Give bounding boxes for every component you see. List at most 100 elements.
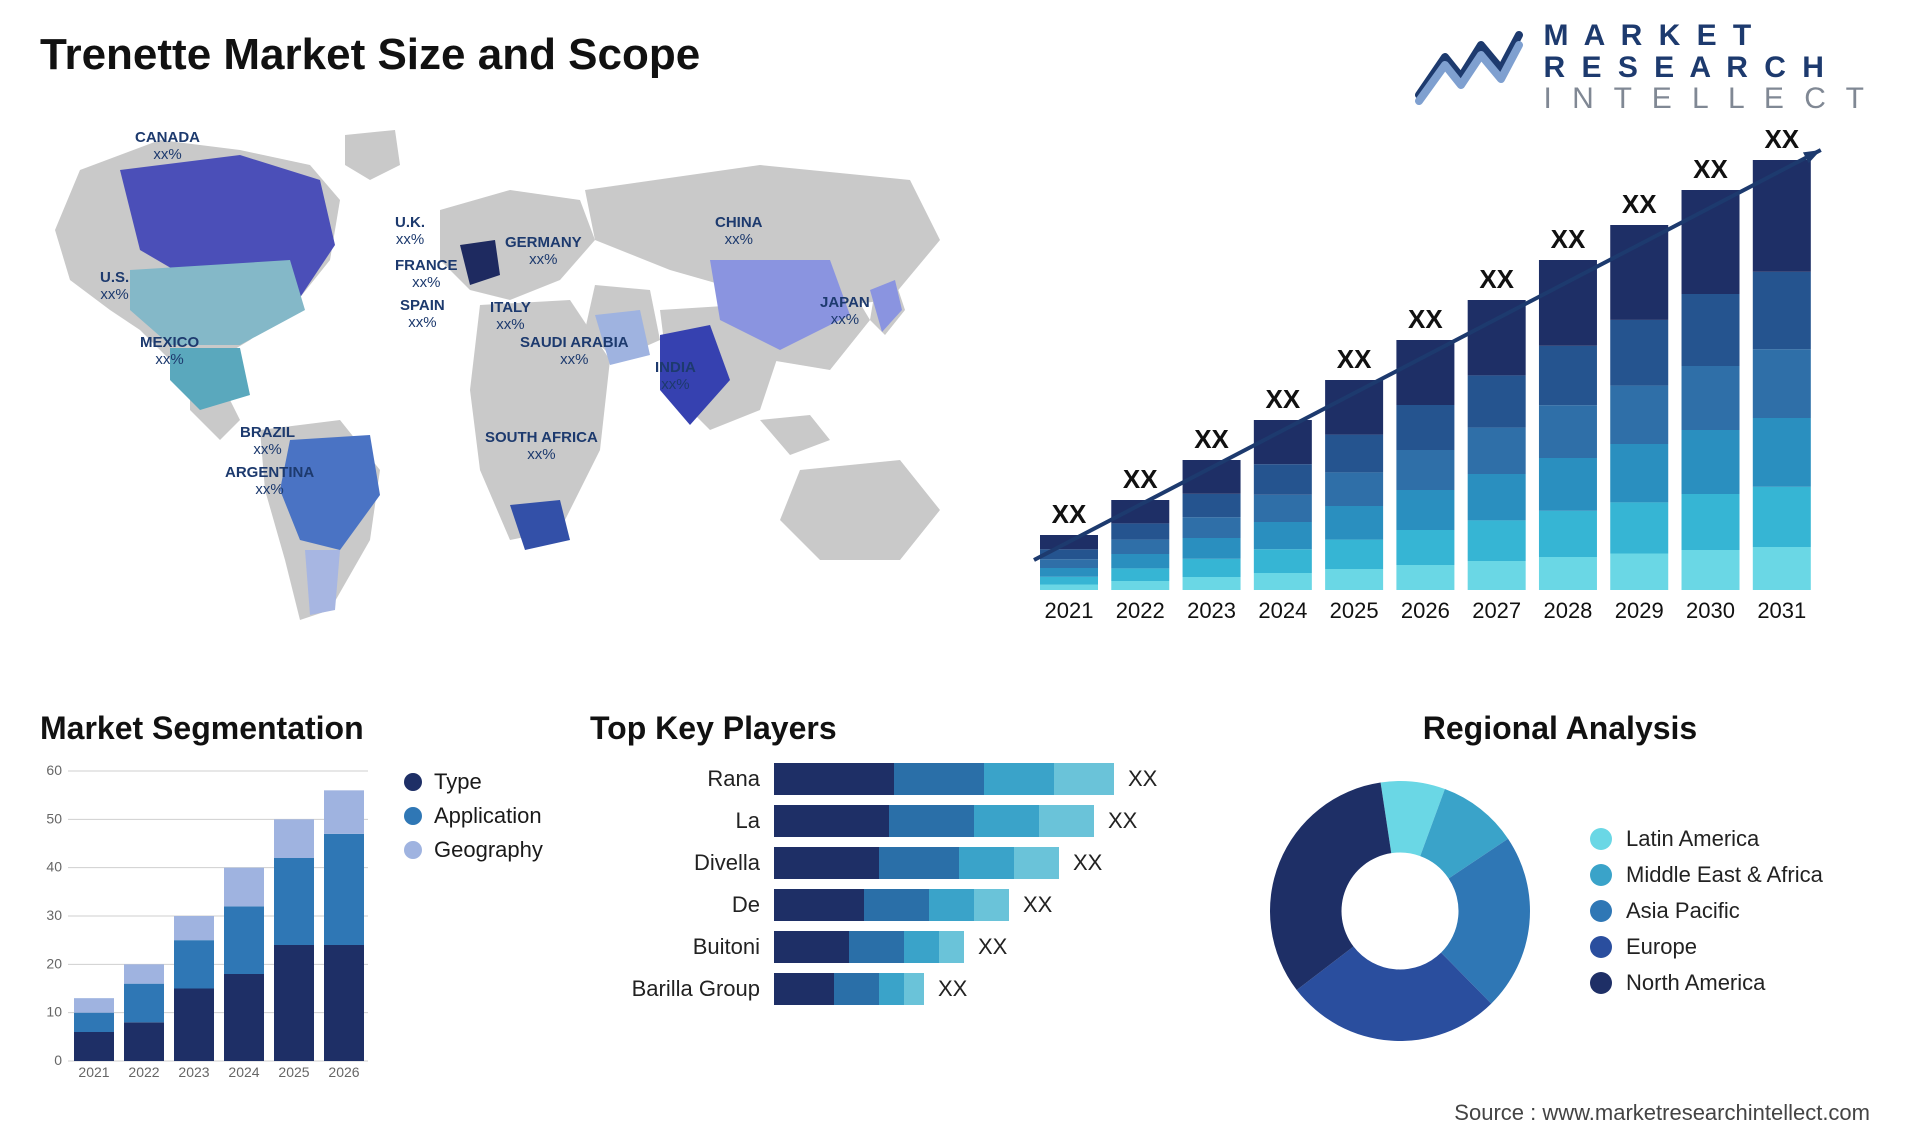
- map-label: CANADAxx%: [135, 130, 200, 163]
- key-player-row: De XX: [590, 887, 1210, 923]
- key-player-bar: [774, 847, 1059, 879]
- svg-text:XX: XX: [1408, 304, 1443, 334]
- regional-legend-item: Europe: [1590, 934, 1823, 960]
- svg-text:2031: 2031: [1757, 598, 1806, 623]
- regional-legend-item: Latin America: [1590, 826, 1823, 852]
- key-player-row: Barilla Group XX: [590, 971, 1210, 1007]
- key-player-bar: [774, 805, 1094, 837]
- regional-legend-item: Asia Pacific: [1590, 898, 1823, 924]
- svg-text:2024: 2024: [228, 1064, 259, 1080]
- logo-line2: R E S E A R C H: [1543, 52, 1870, 84]
- key-player-value: XX: [1023, 892, 1052, 918]
- svg-text:XX: XX: [1622, 189, 1657, 219]
- svg-text:XX: XX: [1693, 154, 1728, 184]
- segmentation-legend: Type Application Geography: [404, 761, 543, 1081]
- svg-text:XX: XX: [1123, 464, 1158, 494]
- key-player-row: Buitoni XX: [590, 929, 1210, 965]
- svg-text:40: 40: [46, 859, 62, 875]
- growth-bar-chart: XXXXXXXXXXXXXXXXXXXXXX202120222023202420…: [1010, 110, 1830, 630]
- svg-text:2023: 2023: [1187, 598, 1236, 623]
- svg-text:XX: XX: [1265, 384, 1300, 414]
- svg-text:20: 20: [46, 955, 62, 971]
- segmentation-legend-item: Geography: [404, 837, 543, 863]
- svg-text:30: 30: [46, 907, 62, 923]
- world-map-icon: [40, 110, 970, 630]
- key-player-row: Divella XX: [590, 845, 1210, 881]
- key-player-value: XX: [978, 934, 1007, 960]
- svg-text:2022: 2022: [128, 1064, 159, 1080]
- map-label: ITALYxx%: [490, 300, 531, 333]
- map-label: SPAINxx%: [400, 298, 445, 331]
- world-map-panel: CANADAxx% U.S.xx% MEXICOxx% BRAZILxx% ARGENT…: [40, 110, 970, 650]
- segmentation-title: Market Segmentation: [40, 710, 560, 747]
- regional-title: Regional Analysis: [1240, 710, 1880, 747]
- svg-text:XX: XX: [1194, 424, 1229, 454]
- key-player-bar: [774, 973, 924, 1005]
- regional-legend: Latin America Middle East & Africa Asia Pa…: [1590, 816, 1823, 1006]
- svg-text:10: 10: [46, 1004, 62, 1020]
- key-players-panel: Top Key Players RanaXXLaXXDivellaXXDeXXB…: [590, 710, 1210, 1081]
- map-label: SAUDI ARABIAxx%: [520, 335, 629, 368]
- key-player-value: XX: [1073, 850, 1102, 876]
- svg-text:2026: 2026: [328, 1064, 359, 1080]
- svg-text:2024: 2024: [1258, 598, 1307, 623]
- top-row: CANADAxx% U.S.xx% MEXICOxx% BRAZILxx% ARGENT…: [40, 110, 1880, 650]
- svg-text:2027: 2027: [1472, 598, 1521, 623]
- svg-text:2025: 2025: [278, 1064, 309, 1080]
- regional-legend-item: Middle East & Africa: [1590, 862, 1823, 888]
- svg-text:XX: XX: [1764, 124, 1799, 154]
- key-player-bar: [774, 889, 1009, 921]
- svg-text:2028: 2028: [1543, 598, 1592, 623]
- key-player-name: Divella: [590, 850, 774, 876]
- svg-text:2026: 2026: [1401, 598, 1450, 623]
- svg-text:2025: 2025: [1330, 598, 1379, 623]
- brand-logo: M A R K E T R E S E A R C H I N T E L L …: [1415, 20, 1870, 115]
- page-root: Trenette Market Size and Scope M A R K E…: [0, 0, 1920, 1146]
- svg-text:60: 60: [46, 762, 62, 778]
- map-label: JAPANxx%: [820, 295, 870, 328]
- map-label: BRAZILxx%: [240, 425, 295, 458]
- key-players-body: RanaXXLaXXDivellaXXDeXXBuitoniXXBarilla …: [590, 761, 1210, 1007]
- svg-text:2021: 2021: [78, 1064, 109, 1080]
- svg-text:2023: 2023: [178, 1064, 209, 1080]
- key-player-bar: [774, 931, 964, 963]
- growth-chart-panel: XXXXXXXXXXXXXXXXXXXXXX202120222023202420…: [1010, 110, 1880, 650]
- map-label: GERMANYxx%: [505, 235, 582, 268]
- key-player-row: Rana XX: [590, 761, 1210, 797]
- svg-text:XX: XX: [1052, 499, 1087, 529]
- segmentation-panel: Market Segmentation 0 10 20 30 40 50 60 2021 202…: [40, 710, 560, 1081]
- segmentation-legend-item: Application: [404, 803, 543, 829]
- regional-legend-item: North America: [1590, 970, 1823, 996]
- key-player-value: XX: [938, 976, 967, 1002]
- map-label: U.K.xx%: [395, 215, 425, 248]
- map-label: CHINAxx%: [715, 215, 763, 248]
- map-label: FRANCExx%: [395, 258, 458, 291]
- svg-text:50: 50: [46, 810, 62, 826]
- key-player-row: La XX: [590, 803, 1210, 839]
- svg-text:XX: XX: [1479, 264, 1514, 294]
- key-player-name: Rana: [590, 766, 774, 792]
- key-player-name: Barilla Group: [590, 976, 774, 1002]
- key-player-name: Buitoni: [590, 934, 774, 960]
- logo-mark-icon: [1415, 27, 1525, 107]
- svg-text:0: 0: [54, 1052, 62, 1068]
- map-label: U.S.xx%: [100, 270, 129, 303]
- key-player-name: La: [590, 808, 774, 834]
- map-label: INDIAxx%: [655, 360, 696, 393]
- logo-line1: M A R K E T: [1543, 20, 1870, 52]
- svg-text:2021: 2021: [1045, 598, 1094, 623]
- map-label: ARGENTINAxx%: [225, 465, 314, 498]
- svg-text:XX: XX: [1551, 224, 1586, 254]
- svg-text:XX: XX: [1337, 344, 1372, 374]
- map-label: MEXICOxx%: [140, 335, 199, 368]
- key-player-value: XX: [1108, 808, 1137, 834]
- map-label: SOUTH AFRICAxx%: [485, 430, 598, 463]
- segmentation-bar-chart: 0 10 20 30 40 50 60 2021 2022 2023 2024 2025 2026: [40, 761, 380, 1081]
- bottom-row: Market Segmentation 0 10 20 30 40 50 60 2021 202…: [40, 710, 1880, 1081]
- key-player-value: XX: [1128, 766, 1157, 792]
- key-player-bar: [774, 763, 1114, 795]
- logo-text: M A R K E T R E S E A R C H I N T E L L …: [1543, 20, 1870, 115]
- svg-text:2030: 2030: [1686, 598, 1735, 623]
- segmentation-legend-item: Type: [404, 769, 543, 795]
- key-player-name: De: [590, 892, 774, 918]
